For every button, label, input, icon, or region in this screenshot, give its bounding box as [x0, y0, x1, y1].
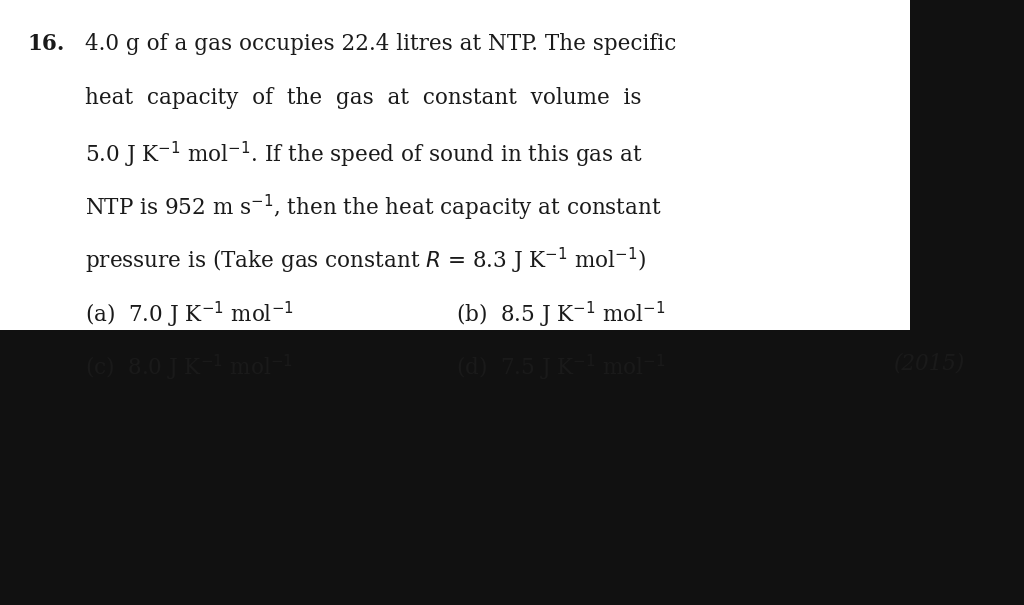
Text: 16.: 16.: [28, 33, 65, 55]
Text: 5.0 J K$^{-1}$ mol$^{-1}$. If the speed of sound in this gas at: 5.0 J K$^{-1}$ mol$^{-1}$. If the speed …: [85, 140, 643, 170]
Text: (c)  8.0 J K$^{-1}$ mol$^{-1}$: (c) 8.0 J K$^{-1}$ mol$^{-1}$: [85, 353, 293, 383]
Text: heat  capacity  of  the  gas  at  constant  volume  is: heat capacity of the gas at constant vol…: [85, 87, 641, 108]
Text: (b)  8.5 J K$^{-1}$ mol$^{-1}$: (b) 8.5 J K$^{-1}$ mol$^{-1}$: [456, 299, 666, 330]
Text: (2015): (2015): [893, 353, 965, 374]
Text: pressure is (Take gas constant $R$ = 8.3 J K$^{-1}$ mol$^{-1}$): pressure is (Take gas constant $R$ = 8.3…: [85, 246, 646, 276]
Text: 4.0 g of a gas occupies 22.4 litres at NTP. The specific: 4.0 g of a gas occupies 22.4 litres at N…: [85, 33, 677, 55]
Text: (d)  7.5 J K$^{-1}$ mol$^{-1}$: (d) 7.5 J K$^{-1}$ mol$^{-1}$: [456, 353, 666, 383]
Text: (a)  7.0 J K$^{-1}$ mol$^{-1}$: (a) 7.0 J K$^{-1}$ mol$^{-1}$: [85, 299, 294, 330]
Text: NTP is 952 m s$^{-1}$, then the heat capacity at constant: NTP is 952 m s$^{-1}$, then the heat cap…: [85, 193, 662, 223]
Bar: [0, 0, 910, 330]
